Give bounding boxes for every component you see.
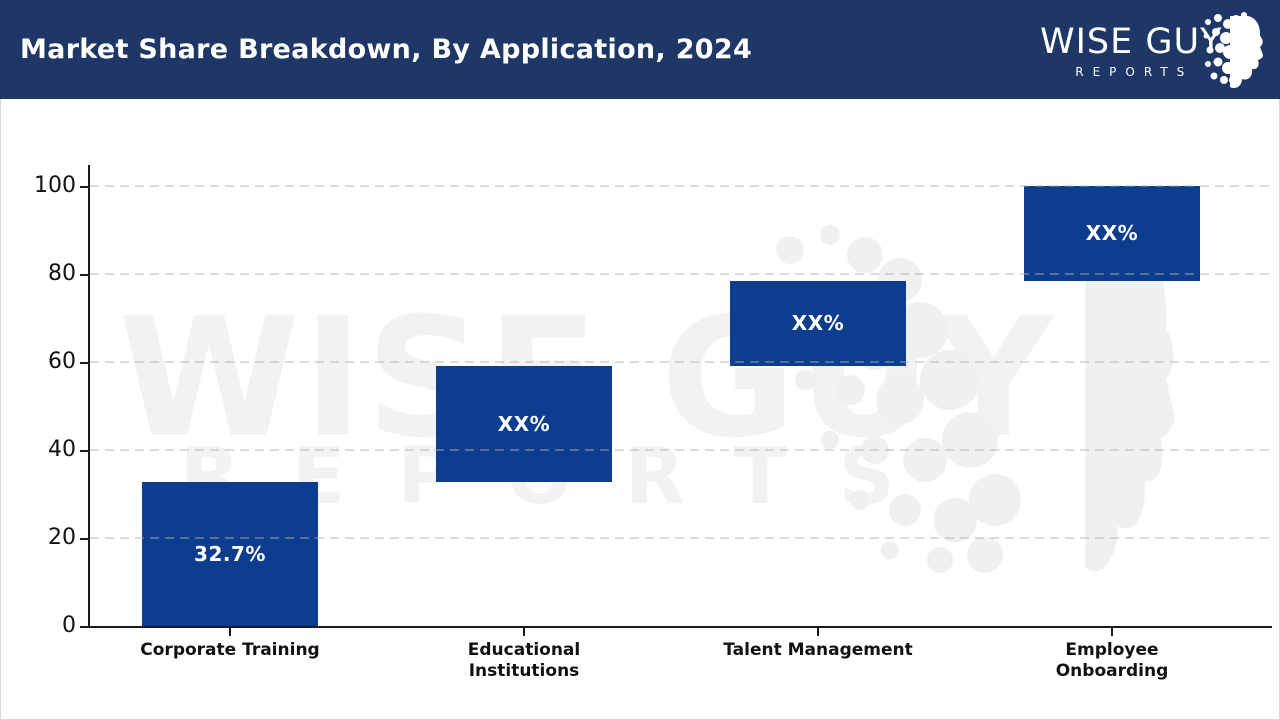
y-tick-label-40: 40: [48, 437, 76, 462]
y-tick-label-0: 0: [62, 613, 76, 638]
x-tick-educational-institutions: [523, 628, 525, 636]
y-tick-80: [80, 274, 88, 276]
bar-corporate-training: 32.7%: [142, 482, 318, 626]
y-tick-60: [80, 362, 88, 364]
bar-value-label: XX%: [497, 412, 551, 437]
x-label-employee-onboarding: Employee Onboarding: [1055, 640, 1169, 681]
gridline-40: [90, 449, 1272, 451]
y-tick-label-20: 20: [48, 525, 76, 550]
x-tick-employee-onboarding: [1111, 628, 1113, 636]
page-title: Market Share Breakdown, By Application, …: [20, 34, 753, 65]
y-tick-label-100: 100: [34, 173, 76, 198]
x-tick-corporate-training: [229, 628, 231, 636]
y-axis-line: [88, 165, 90, 628]
bar-value-label: 32.7%: [194, 542, 266, 567]
bar-employee-onboarding: XX%: [1024, 186, 1200, 281]
y-tick-0: [80, 626, 88, 628]
bar-value-label: XX%: [791, 311, 845, 336]
gridline-20: [90, 537, 1272, 539]
x-label-corporate-training: Corporate Training: [140, 640, 320, 660]
logo-text: WISE GUY REPORTS: [1040, 22, 1223, 79]
y-tick-100: [80, 186, 88, 188]
logo-wordmark: WISE GUY: [1040, 22, 1223, 62]
x-label-talent-management: Talent Management: [723, 640, 913, 660]
gridline-60: [90, 361, 1272, 363]
wise-guy-logo: WISE GUY REPORTS: [1016, 8, 1266, 92]
y-tick-40: [80, 450, 88, 452]
gridline-100: [90, 185, 1272, 187]
bar-value-label: XX%: [1085, 221, 1139, 246]
y-tick-20: [80, 538, 88, 540]
x-label-educational-institutions: Educational Institutions: [467, 640, 581, 681]
y-tick-label-60: 60: [48, 349, 76, 374]
x-axis-line: [88, 626, 1272, 628]
bar-talent-management: XX%: [730, 280, 906, 366]
logo-subtitle: REPORTS: [1075, 65, 1194, 79]
gridline-80: [90, 273, 1272, 275]
logo-head-icon: [1203, 12, 1263, 89]
bar-educational-institutions: XX%: [436, 365, 612, 483]
header-bar: Market Share Breakdown, By Application, …: [0, 0, 1280, 99]
y-tick-label-80: 80: [48, 261, 76, 286]
x-tick-talent-management: [817, 628, 819, 636]
